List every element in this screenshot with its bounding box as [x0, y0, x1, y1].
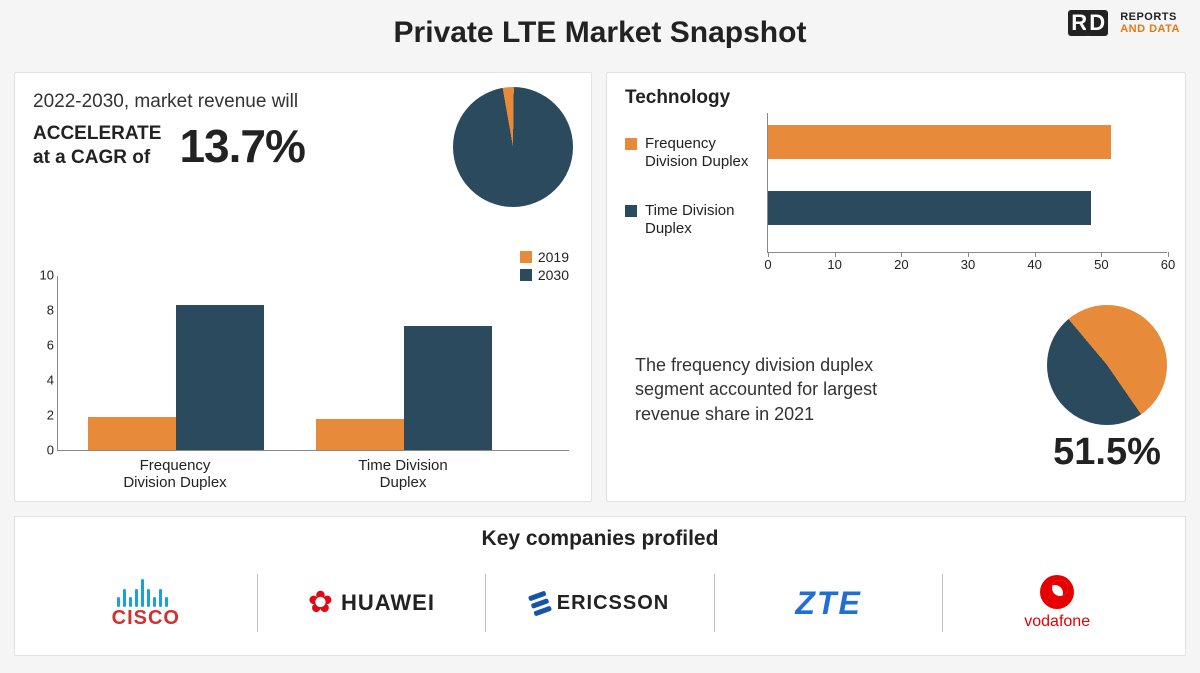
bar [88, 417, 176, 450]
share-block: The frequency division duplex segment ac… [625, 305, 1167, 474]
company-label: ERICSSON [557, 592, 669, 615]
hbar-bar [768, 191, 1091, 225]
right-panel: Technology FrequencyDivision Duplex Time … [606, 72, 1186, 502]
footer-panel: Key companies profiled CISCO ✿ HUAWEI [14, 516, 1186, 656]
company-ericsson: ERICSSON [486, 592, 714, 615]
hbar-label: Time DivisionDuplex [625, 202, 757, 238]
legend-label: 2019 [538, 249, 569, 265]
vodafone-speechmark-icon [1040, 575, 1074, 609]
company-label: vodafone [1024, 613, 1090, 631]
legend-item: 2019 [520, 249, 569, 265]
hbar-label-text: FrequencyDivision Duplex [645, 135, 748, 171]
grouped-bar-chart: 0246810 FrequencyDivision Duplex Time Div… [29, 276, 579, 491]
huawei-flower-icon: ✿ [308, 588, 333, 618]
y-axis-tick: 4 [32, 373, 54, 388]
share-description: The frequency division duplex segment ac… [635, 353, 945, 426]
x-axis-tick: 30 [961, 257, 975, 272]
share-pie-chart [1047, 305, 1167, 425]
company-vodafone: vodafone [943, 575, 1171, 631]
company-huawei: ✿ HUAWEI [258, 588, 486, 618]
share-pie-container: 51.5% [1047, 305, 1167, 474]
forecast-period-text: 2022-2030, market revenue will [33, 91, 305, 113]
x-axis-tick: 40 [1027, 257, 1041, 272]
accelerate-label: ACCELERATEat a CAGR of [33, 122, 161, 170]
y-axis-tick: 2 [32, 408, 54, 423]
x-axis-tick: 20 [894, 257, 908, 272]
panels-row: 2022-2030, market revenue will ACCELERAT… [14, 72, 1186, 502]
bar [176, 305, 264, 450]
x-axis-tick: 50 [1094, 257, 1108, 272]
hbar-bar [768, 125, 1111, 159]
page: Private LTE Market Snapshot R D REPORTS … [0, 0, 1200, 673]
cagr-block: 2022-2030, market revenue will ACCELERAT… [33, 87, 305, 173]
share-percentage: 51.5% [1047, 431, 1167, 474]
y-axis-tick: 6 [32, 338, 54, 353]
brand-text-line2: AND DATA [1120, 23, 1180, 35]
cagr-value: 13.7% [179, 119, 304, 173]
footer-heading: Key companies profiled [29, 527, 1171, 551]
company-label: ZTE [795, 585, 861, 622]
brand-text-line1: REPORTS [1120, 11, 1180, 23]
company-label: HUAWEI [341, 590, 435, 616]
page-title: Private LTE Market Snapshot [394, 16, 807, 50]
accelerate-row: ACCELERATEat a CAGR of 13.7% [33, 119, 305, 173]
x-axis-label: FrequencyDivision Duplex [87, 457, 263, 492]
bar [316, 419, 404, 451]
left-panel: 2022-2030, market revenue will ACCELERAT… [14, 72, 592, 502]
company-zte: ZTE [715, 585, 943, 622]
hbar-plot-area: 0102030405060 [767, 113, 1167, 253]
left-panel-top: 2022-2030, market revenue will ACCELERAT… [33, 87, 573, 207]
y-axis-tick: 10 [32, 268, 54, 283]
x-axis-tick: 0 [764, 257, 771, 272]
y-axis-tick: 0 [32, 443, 54, 458]
grouped-bar-plot-area: 0246810 [57, 276, 569, 451]
hbar-category-labels: FrequencyDivision Duplex Time DivisionDup… [625, 113, 757, 253]
x-axis-label: Time DivisionDuplex [315, 457, 491, 492]
company-cisco: CISCO [29, 577, 257, 630]
brand-logo-text: REPORTS AND DATA [1120, 11, 1180, 35]
company-label: CISCO [112, 607, 180, 630]
company-logos-row: CISCO ✿ HUAWEI ERICSSON ZTE vodafone [29, 561, 1171, 645]
hbar-label-text: Time DivisionDuplex [645, 202, 734, 238]
y-axis-tick: 8 [32, 303, 54, 318]
bar [404, 326, 492, 450]
x-axis-tick: 10 [827, 257, 841, 272]
cisco-bars-icon [117, 577, 168, 607]
legend-swatch-icon [520, 251, 532, 263]
technology-heading: Technology [625, 87, 1167, 109]
technology-hbar-chart: FrequencyDivision Duplex Time DivisionDup… [625, 113, 1167, 253]
brand-logo: R D REPORTS AND DATA [1068, 10, 1180, 36]
header: Private LTE Market Snapshot R D REPORTS … [14, 10, 1186, 72]
hbar-label: FrequencyDivision Duplex [625, 135, 757, 171]
ericsson-stripes-icon [528, 590, 552, 616]
brand-logo-mark: R D [1068, 10, 1114, 36]
cagr-pie-chart [453, 87, 573, 207]
logo-d-icon: D [1086, 10, 1108, 36]
legend-swatch-icon [625, 138, 637, 150]
x-axis-tick: 60 [1161, 257, 1175, 272]
legend-swatch-icon [625, 205, 637, 217]
